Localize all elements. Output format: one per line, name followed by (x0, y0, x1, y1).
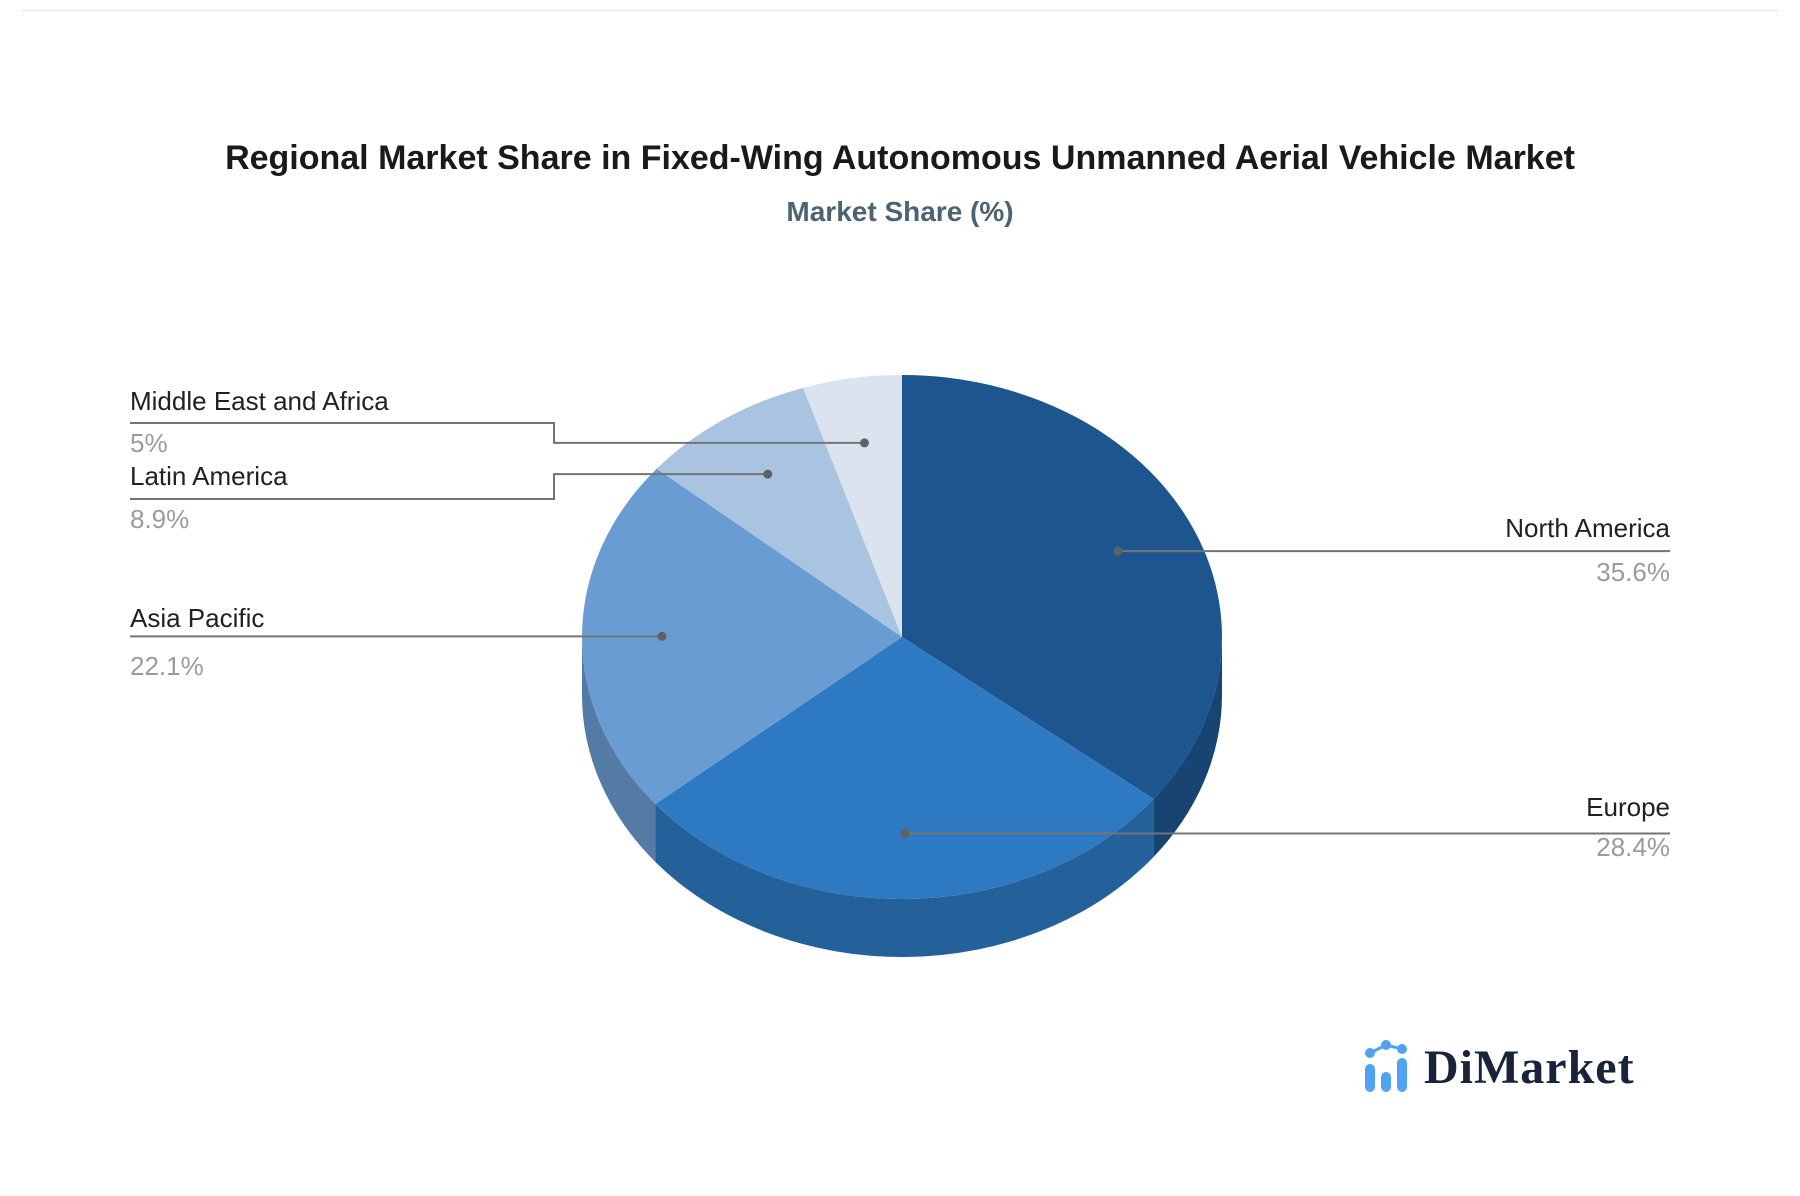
brand-logo: DiMarket (1362, 1040, 1635, 1092)
pie-slice-middle-east-and-africa[interactable] (803, 375, 902, 637)
pie-slice-side-asia-pacific (581, 637, 656, 863)
trend-dot (1397, 1044, 1407, 1054)
slice-value-asia-pacific: 22.1% (130, 651, 204, 681)
callout-dot-latin-america (763, 469, 773, 479)
slice-label-north-america: North America (1505, 513, 1670, 543)
bar-chart-icon (1365, 1040, 1407, 1092)
slice-label-europe: Europe (1586, 792, 1670, 822)
bar (1381, 1072, 1391, 1092)
callout-line-middle-east-and-africa (130, 422, 865, 444)
card-top-border (22, 10, 1778, 11)
bar (1397, 1058, 1407, 1092)
slice-value-europe: 28.4% (1596, 832, 1670, 862)
pie-slice-side-north-america (1153, 637, 1222, 857)
trend-dot (1381, 1040, 1391, 1050)
pie-slice-asia-pacific[interactable] (581, 468, 902, 805)
callout-line-latin-america (130, 473, 768, 500)
callout-dot-asia-pacific (657, 631, 667, 641)
chart-subtitle: Market Share (%) (786, 196, 1014, 227)
chart-title: Regional Market Share in Fixed-Wing Auto… (225, 139, 1575, 177)
trend-dot (1365, 1048, 1375, 1058)
callout-dot-middle-east-and-africa (859, 438, 869, 448)
pie-slice-north-america[interactable] (902, 375, 1222, 799)
callout-dot-north-america (1113, 546, 1123, 556)
pie-slice-latin-america[interactable] (656, 387, 902, 637)
pie-slice-side-europe (655, 798, 1154, 957)
slice-value-latin-america: 8.9% (130, 504, 190, 534)
slice-label-middle-east-and-africa: Middle East and Africa (130, 386, 389, 416)
slice-value-north-america: 35.6% (1596, 557, 1670, 587)
slice-value-middle-east-and-africa: 5% (130, 428, 168, 458)
slice-label-asia-pacific: Asia Pacific (130, 603, 265, 633)
brand-logo-text: DiMarket (1424, 1041, 1635, 1094)
bar (1365, 1064, 1375, 1092)
callout-dot-europe (900, 828, 910, 838)
slice-label-latin-america: Latin America (130, 461, 288, 491)
